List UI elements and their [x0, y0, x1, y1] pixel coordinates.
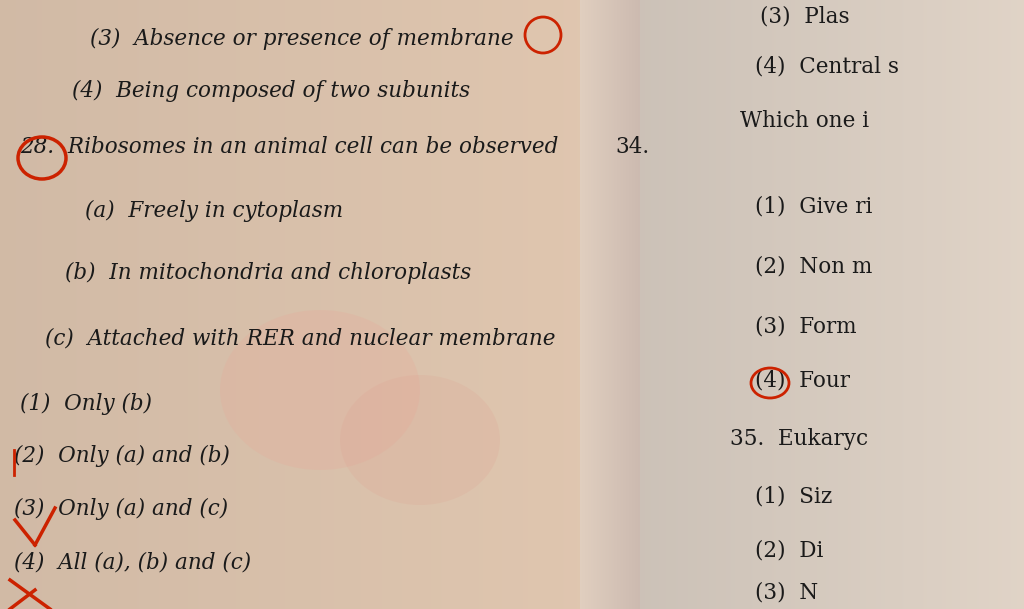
Text: (a)  Freely in cytoplasm: (a) Freely in cytoplasm: [85, 200, 343, 222]
Text: (2)  Non m: (2) Non m: [755, 255, 872, 277]
Text: (4)  Central s: (4) Central s: [755, 55, 899, 77]
Text: (1)  Give ri: (1) Give ri: [755, 195, 872, 217]
Text: (3)  Only (a) and (c): (3) Only (a) and (c): [14, 498, 228, 520]
Text: (2)  Only (a) and (b): (2) Only (a) and (b): [14, 445, 229, 467]
Text: (3)  Form: (3) Form: [755, 315, 857, 337]
Text: (1)  Only (b): (1) Only (b): [20, 393, 152, 415]
Ellipse shape: [340, 375, 500, 505]
Text: (4)  All (a), (b) and (c): (4) All (a), (b) and (c): [14, 552, 251, 574]
Ellipse shape: [220, 310, 420, 470]
Text: 35.  Eukaryc: 35. Eukaryc: [730, 428, 868, 450]
Text: 28.  Ribosomes in an animal cell can be observed: 28. Ribosomes in an animal cell can be o…: [20, 136, 558, 158]
Text: (b)  In mitochondria and chloroplasts: (b) In mitochondria and chloroplasts: [65, 262, 471, 284]
Text: (4)  Four: (4) Four: [755, 370, 850, 392]
Text: (3)  Plas: (3) Plas: [760, 5, 850, 27]
Text: (3)  N: (3) N: [755, 582, 818, 604]
Text: (3)  Absence or presence of membrane: (3) Absence or presence of membrane: [90, 28, 514, 50]
Text: (1)  Siz: (1) Siz: [755, 485, 833, 507]
Text: 34.: 34.: [615, 136, 649, 158]
Text: (4)  Being composed of two subunits: (4) Being composed of two subunits: [72, 80, 470, 102]
Text: Which one i: Which one i: [740, 110, 869, 132]
Text: (2)  Di: (2) Di: [755, 540, 823, 562]
Text: (c)  Attached with RER and nuclear membrane: (c) Attached with RER and nuclear membra…: [45, 328, 555, 350]
